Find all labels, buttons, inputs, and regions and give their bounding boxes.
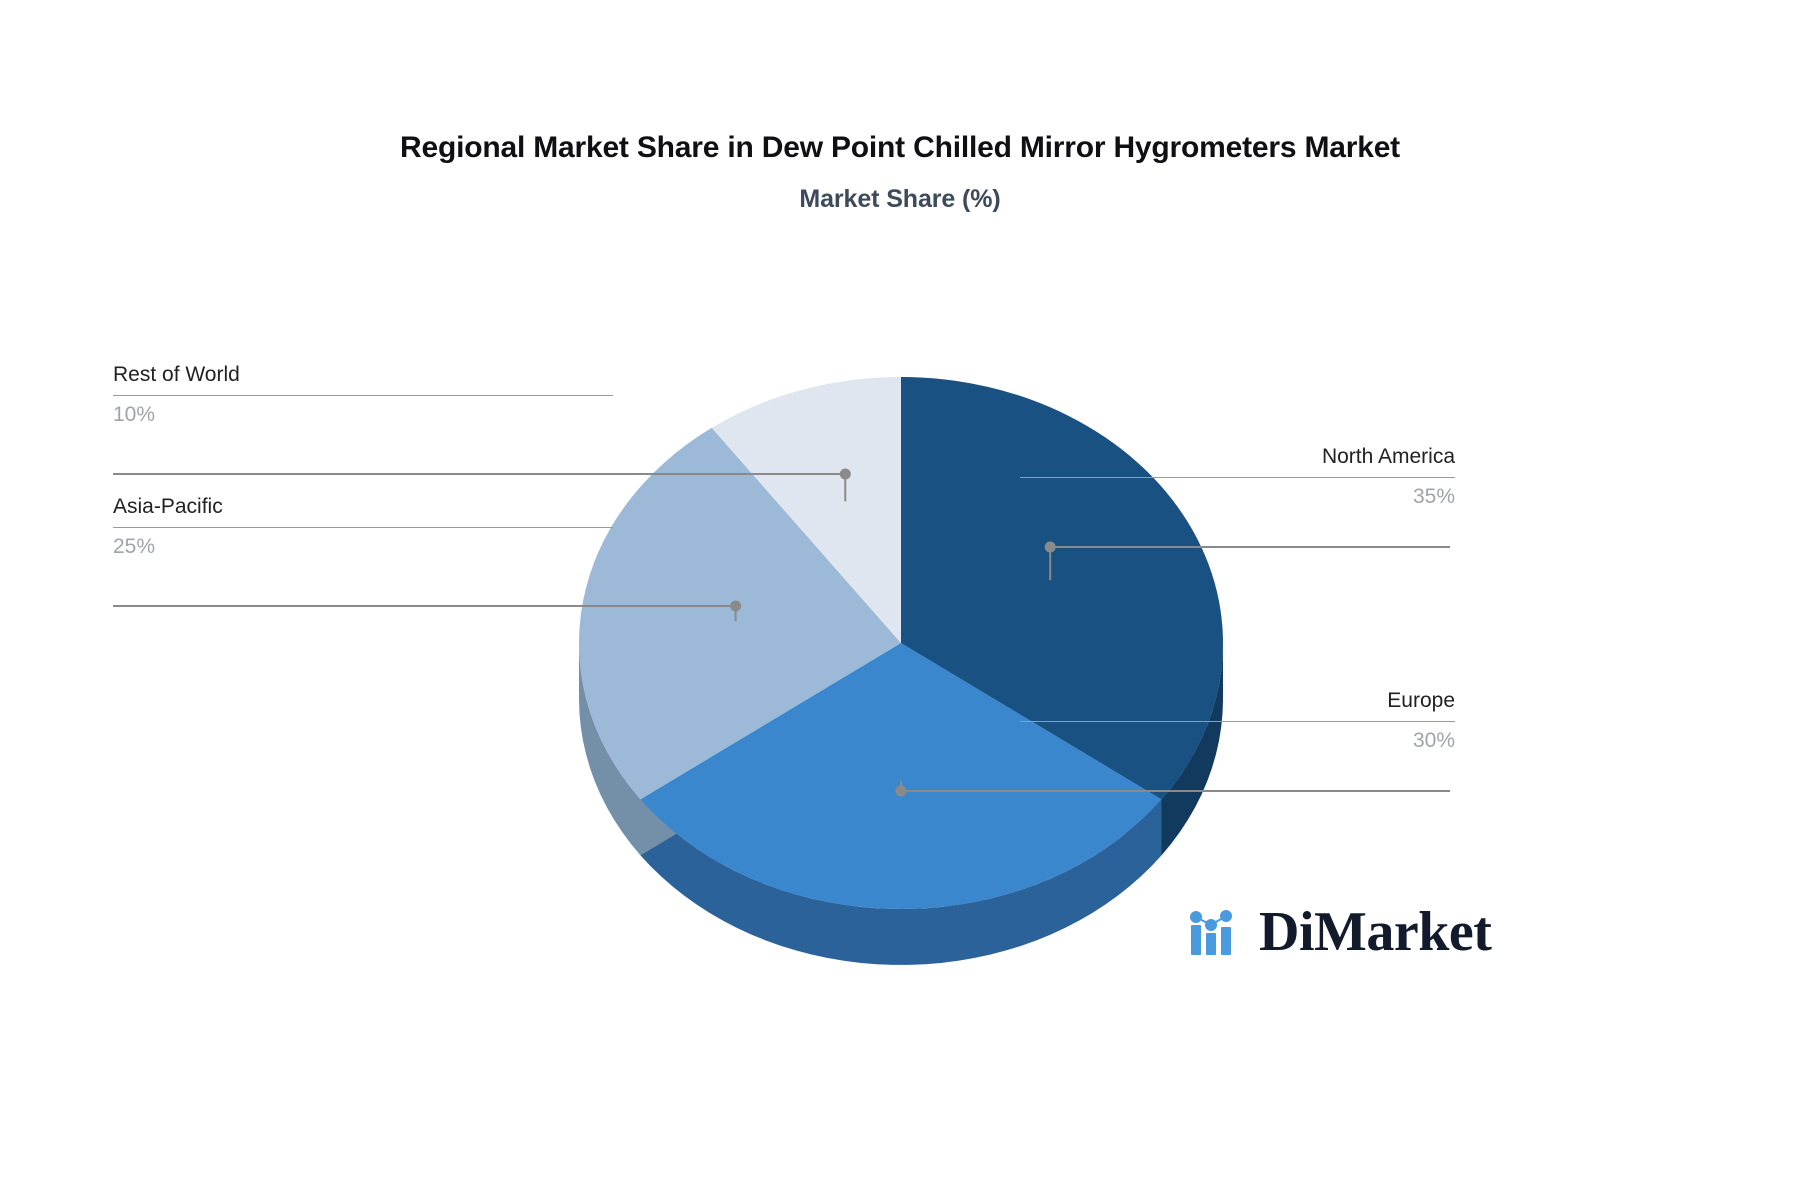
pie-slice-rest-of-world[interactable] (711, 377, 901, 643)
logo-bar-3 (1221, 927, 1231, 955)
pie-slice-europe[interactable] (640, 643, 1162, 909)
callout-label-north-america: North America (1321, 445, 1455, 468)
pie-side-north-america (1161, 643, 1223, 856)
callout-asia-pacific: Asia-Pacific 25% (113, 494, 613, 559)
pie-side-europe (640, 799, 1162, 965)
callout-rule-europe (1020, 721, 1455, 723)
logo-bar-1 (1191, 925, 1201, 955)
logo-dot-3 (1220, 910, 1232, 922)
callout-label-rest-of-world: Rest of World (113, 363, 240, 386)
callout-north-america: North America 35% (1020, 444, 1455, 509)
callout-value-rest-of-world: 10% (113, 403, 156, 427)
leader-europe (895, 781, 1450, 797)
logo-dot-2 (1205, 919, 1217, 931)
callout-value-north-america: 35% (1412, 485, 1455, 509)
pie-slice-asia-pacific[interactable] (579, 427, 901, 800)
callout-value-europe: 30% (1412, 729, 1455, 753)
callout-label-europe: Europe (1387, 689, 1455, 712)
leader-asia-pacific (113, 600, 742, 622)
pie-side-asia-pacific (579, 643, 641, 856)
logo-dot-1 (1190, 911, 1202, 923)
pie-slice-north-america[interactable] (901, 377, 1223, 800)
callout-value-asia-pacific: 25% (113, 535, 156, 559)
callout-europe: Europe 30% (1020, 688, 1455, 753)
callout-rule-north-america (1020, 477, 1455, 479)
brand-name: DiMarket (1259, 901, 1492, 963)
brand-logo: DiMarket (1189, 901, 1492, 963)
leader-rest-of-world (113, 468, 851, 502)
leader-north-america (1044, 541, 1450, 581)
callout-rule-asia-pacific (113, 527, 613, 529)
logo-bar-2 (1206, 933, 1216, 955)
pie-3d-graphic (579, 377, 1223, 965)
callout-rule-rest-of-world (113, 395, 613, 397)
bar-chart-logo-icon (1190, 910, 1232, 955)
callout-label-asia-pacific: Asia-Pacific (113, 495, 223, 518)
leader-lines-group (113, 468, 1450, 797)
callout-rest-of-world: Rest of World 10% (113, 362, 613, 427)
